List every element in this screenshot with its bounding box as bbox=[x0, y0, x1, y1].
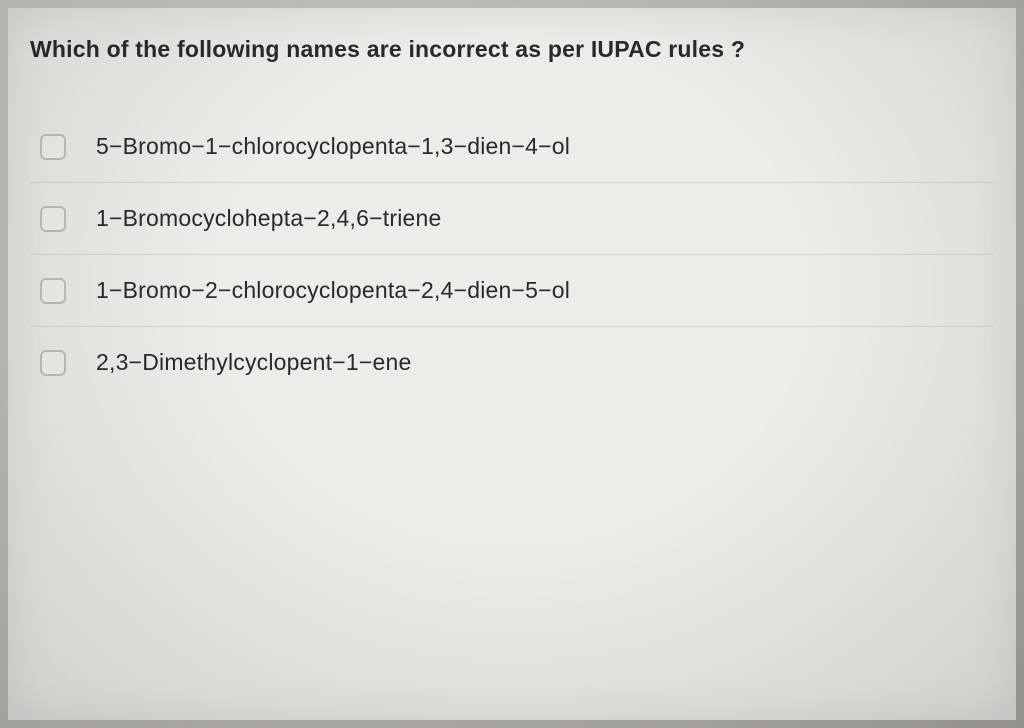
option-row[interactable]: 1−Bromo−2−chlorocyclopenta−2,4−dien−5−ol bbox=[30, 255, 994, 327]
option-row[interactable]: 2,3−Dimethylcyclopent−1−ene bbox=[30, 327, 994, 398]
option-label: 1−Bromo−2−chlorocyclopenta−2,4−dien−5−ol bbox=[96, 277, 570, 304]
checkbox-icon[interactable] bbox=[40, 134, 66, 160]
option-row[interactable]: 5−Bromo−1−chlorocyclopenta−1,3−dien−4−ol bbox=[30, 111, 994, 183]
option-label: 2,3−Dimethylcyclopent−1−ene bbox=[96, 349, 411, 376]
checkbox-icon[interactable] bbox=[40, 206, 66, 232]
option-label: 5−Bromo−1−chlorocyclopenta−1,3−dien−4−ol bbox=[96, 133, 570, 160]
checkbox-icon[interactable] bbox=[40, 278, 66, 304]
question-text: Which of the following names are incorre… bbox=[30, 36, 994, 63]
checkbox-icon[interactable] bbox=[40, 350, 66, 376]
option-label: 1−Bromocyclohepta−2,4,6−triene bbox=[96, 205, 441, 232]
options-list: 5−Bromo−1−chlorocyclopenta−1,3−dien−4−ol… bbox=[30, 111, 994, 398]
option-row[interactable]: 1−Bromocyclohepta−2,4,6−triene bbox=[30, 183, 994, 255]
question-page: Which of the following names are incorre… bbox=[8, 8, 1016, 720]
